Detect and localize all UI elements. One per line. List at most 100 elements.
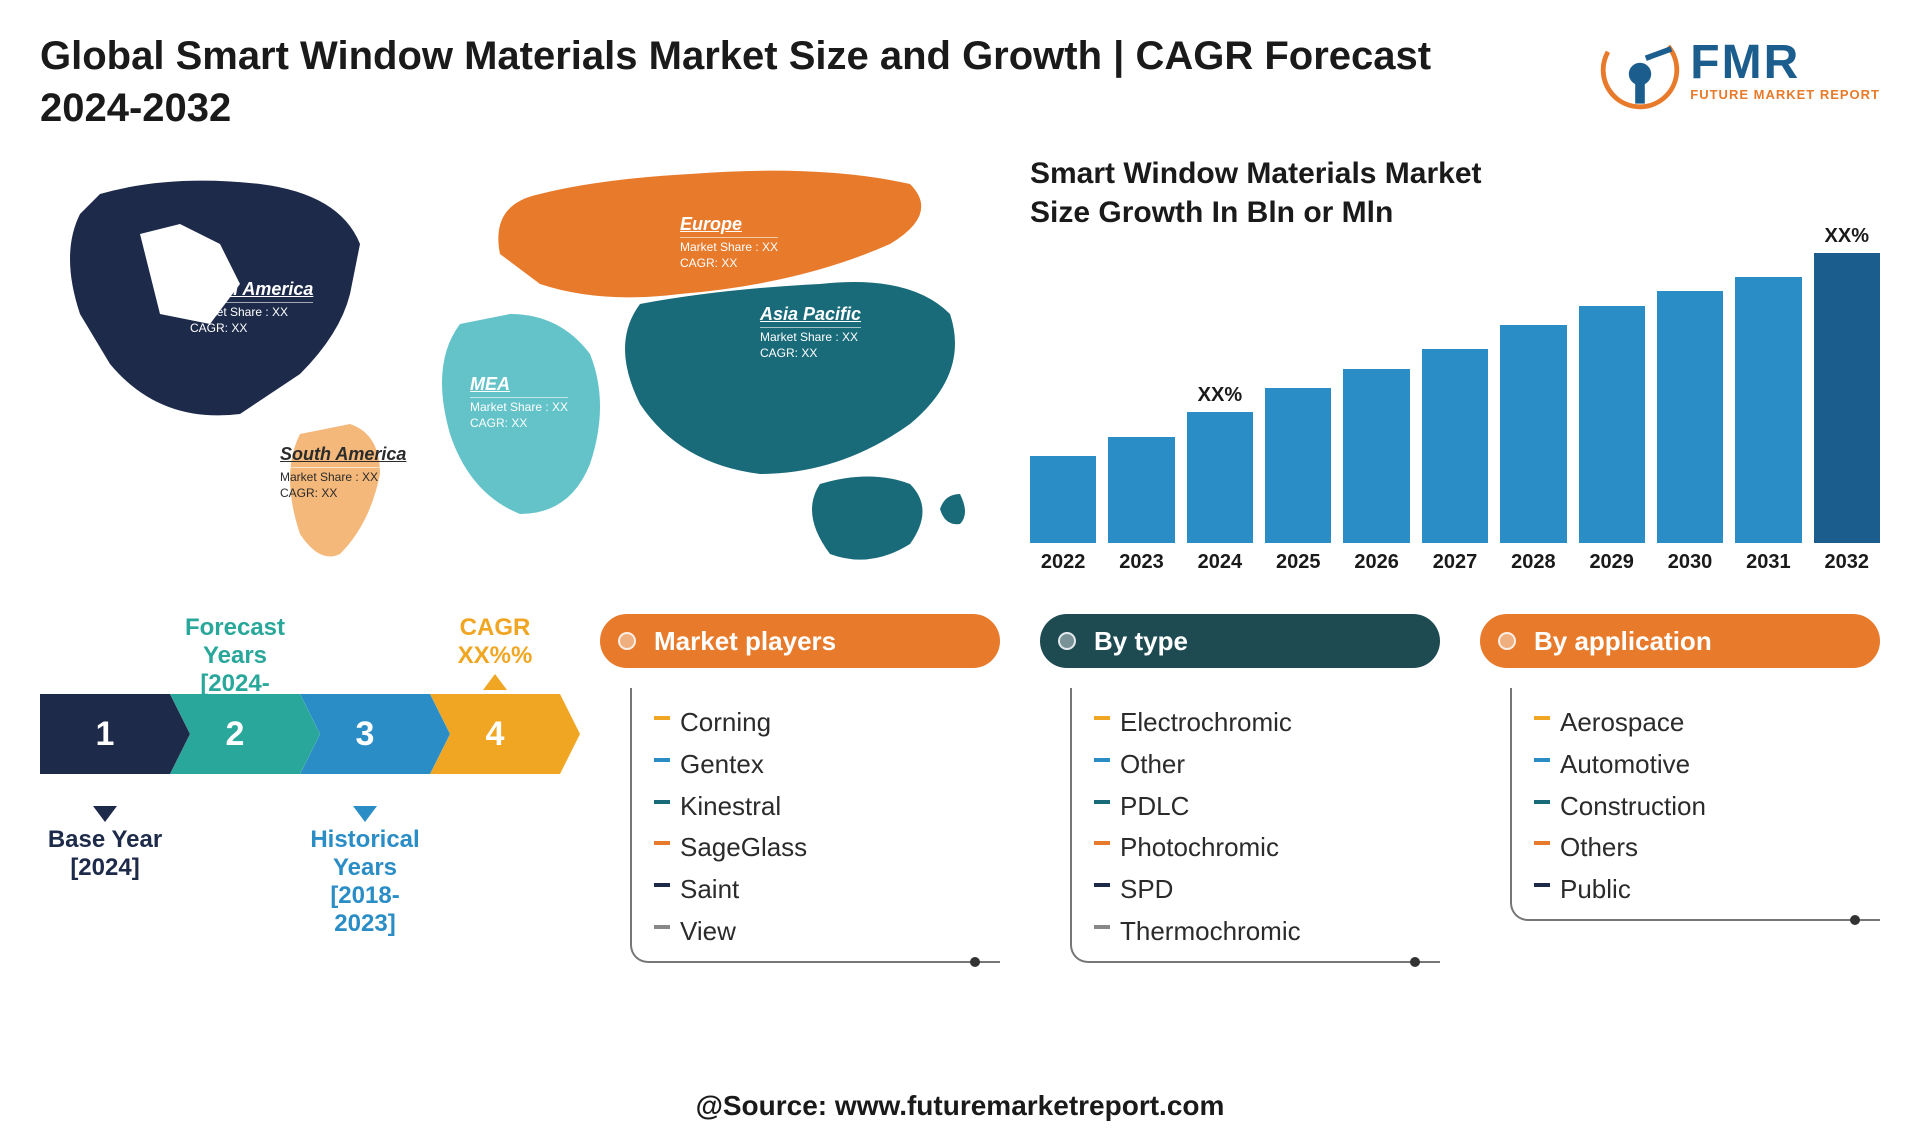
bar <box>1187 412 1253 543</box>
pill-header: By application <box>1480 614 1880 668</box>
bracket: AerospaceAutomotiveConstructionOthersPub… <box>1510 688 1880 921</box>
region-stats: Market Share : XXCAGR: XX <box>280 467 406 501</box>
timeline-bottom-labels: Base Year[2024]Historical Years[2018-202… <box>40 798 560 938</box>
list-item: SPD <box>1094 869 1440 911</box>
bar-year-label: 2022 <box>1041 551 1086 574</box>
bottom-row: Forecast Years[2024-2032]CAGRXX%% 1234 B… <box>40 614 1880 963</box>
timeline: Forecast Years[2024-2032]CAGRXX%% 1234 B… <box>40 614 560 938</box>
bar <box>1422 349 1488 543</box>
timeline-bottom-sub: [2024] <box>40 854 170 882</box>
dot-icon <box>618 632 636 650</box>
bar-year-label: 2025 <box>1276 551 1321 574</box>
pill-header: Market players <box>600 614 1000 668</box>
list-item: SageGlass <box>654 827 1000 869</box>
list-item: Corning <box>654 702 1000 744</box>
list-item: Public <box>1534 869 1880 911</box>
bar <box>1343 369 1409 543</box>
logo-acronym: FMR <box>1690 39 1880 87</box>
item-list: ElectrochromicOtherPDLCPhotochromicSPDTh… <box>1094 702 1440 953</box>
bar <box>1579 306 1645 543</box>
pill-title: Market players <box>654 626 836 657</box>
pill-header: By type <box>1040 614 1440 668</box>
bar-col-2023: 2023 <box>1108 437 1174 574</box>
bar-year-label: 2024 <box>1198 551 1243 574</box>
bar <box>1735 277 1801 543</box>
timeline-bottom-label <box>170 798 300 938</box>
item-list: AerospaceAutomotiveConstructionOthersPub… <box>1534 702 1880 911</box>
bar-annotation: XX% <box>1825 225 1869 248</box>
bar-year-label: 2023 <box>1119 551 1164 574</box>
logo: FMR FUTURE MARKET REPORT <box>1600 30 1880 110</box>
bar-year-label: 2031 <box>1746 551 1791 574</box>
region-stats: Market Share : XXCAGR: XX <box>680 237 778 271</box>
pill-section-by-application: By application AerospaceAutomotiveConstru… <box>1480 614 1880 963</box>
region-label-europe: EuropeMarket Share : XXCAGR: XX <box>680 214 778 271</box>
bar <box>1814 253 1880 543</box>
bar-col-2027: 2027 <box>1422 349 1488 574</box>
header: Global Smart Window Materials Market Siz… <box>40 30 1880 134</box>
region-name: North America <box>190 279 313 300</box>
bars-container: 20222023XX%20242025202620272028202920302… <box>1030 234 1880 574</box>
bar <box>1108 437 1174 543</box>
pill-title: By application <box>1534 626 1712 657</box>
bracket: CorningGentexKinestralSageGlassSaintView <box>630 688 1000 963</box>
timeline-top-text: Forecast Years <box>170 614 300 670</box>
list-item: Thermochromic <box>1094 911 1440 953</box>
list-item: Automotive <box>1534 744 1880 786</box>
region-stats: Market Share : XXCAGR: XX <box>760 327 861 361</box>
bar-col-2024: XX%2024 <box>1187 412 1253 574</box>
bracket: ElectrochromicOtherPDLCPhotochromicSPDTh… <box>1070 688 1440 963</box>
top-row: North AmericaMarket Share : XXCAGR: XXSo… <box>40 154 1880 574</box>
region-label-south-america: South AmericaMarket Share : XXCAGR: XX <box>280 444 406 501</box>
pill-section-by-type: By type ElectrochromicOtherPDLCPhotochrom… <box>1040 614 1440 963</box>
list-item: Electrochromic <box>1094 702 1440 744</box>
list-item: Photochromic <box>1094 827 1440 869</box>
triangle-down-icon <box>353 806 377 822</box>
bar-chart: Smart Window Materials Market Size Growt… <box>1030 154 1880 574</box>
timeline-segment-1: 1 <box>40 694 170 774</box>
list-item: Gentex <box>654 744 1000 786</box>
timeline-bottom-sub: [2018-2023] <box>300 882 430 938</box>
bar-col-2031: 2031 <box>1735 277 1801 574</box>
timeline-top-sub: XX%% <box>430 642 560 670</box>
region-label-mea: MEAMarket Share : XXCAGR: XX <box>470 374 568 431</box>
timeline-bottom-text: Historical Years <box>300 826 430 882</box>
bar-col-2022: 2022 <box>1030 456 1096 574</box>
region-label-asia-pacific: Asia PacificMarket Share : XXCAGR: XX <box>760 304 861 361</box>
bar <box>1500 325 1566 543</box>
bar-col-2028: 2028 <box>1500 325 1566 574</box>
timeline-bottom-label: Historical Years[2018-2023] <box>300 798 430 938</box>
bar <box>1030 456 1096 543</box>
region-name: South America <box>280 444 406 465</box>
region-name: MEA <box>470 374 568 395</box>
dot-icon <box>1498 632 1516 650</box>
dot-icon <box>1058 632 1076 650</box>
bar-col-2032: XX%2032 <box>1814 253 1880 574</box>
region-stats: Market Share : XXCAGR: XX <box>190 302 313 336</box>
world-map: North AmericaMarket Share : XXCAGR: XXSo… <box>40 154 1000 574</box>
list-item: Kinestral <box>654 786 1000 828</box>
logo-text: FMR FUTURE MARKET REPORT <box>1690 39 1880 102</box>
region-stats: Market Share : XXCAGR: XX <box>470 397 568 431</box>
bar-col-2026: 2026 <box>1343 369 1409 574</box>
fmr-logo-icon <box>1600 30 1680 110</box>
source-attribution: @Source: www.futuremarketreport.com <box>0 1090 1920 1122</box>
page-title: Global Smart Window Materials Market Siz… <box>40 30 1440 134</box>
bar-year-label: 2028 <box>1511 551 1556 574</box>
region-label-north-america: North AmericaMarket Share : XXCAGR: XX <box>190 279 313 336</box>
item-list: CorningGentexKinestralSageGlassSaintView <box>654 702 1000 953</box>
bar-year-label: 2026 <box>1354 551 1399 574</box>
bar-year-label: 2030 <box>1668 551 1713 574</box>
pills-container: Market players CorningGentexKinestralSage… <box>600 614 1880 963</box>
bar-annotation: XX% <box>1198 384 1242 407</box>
list-item: Construction <box>1534 786 1880 828</box>
triangle-up-icon <box>483 674 507 690</box>
timeline-top-text: CAGR <box>430 614 560 642</box>
bar <box>1265 388 1331 543</box>
list-item: PDLC <box>1094 786 1440 828</box>
timeline-bottom-label <box>430 798 560 938</box>
pill-title: By type <box>1094 626 1188 657</box>
list-item: Saint <box>654 869 1000 911</box>
bar-year-label: 2032 <box>1825 551 1870 574</box>
region-name: Asia Pacific <box>760 304 861 325</box>
